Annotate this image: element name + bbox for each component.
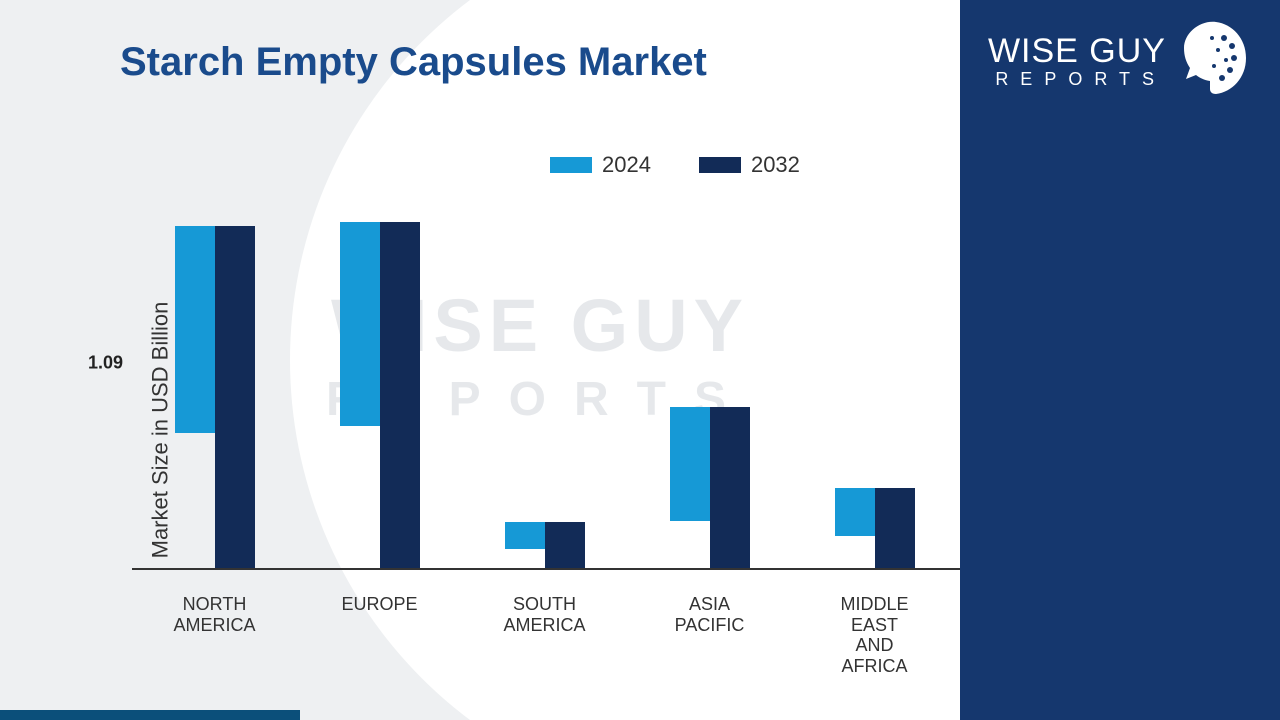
bar xyxy=(835,488,875,536)
legend-swatch xyxy=(550,157,592,173)
bar-group xyxy=(297,222,462,568)
bar xyxy=(710,407,750,569)
bar xyxy=(545,522,585,568)
bar xyxy=(875,488,915,568)
legend: 2024 2032 xyxy=(550,152,800,178)
category-label: EUROPE xyxy=(297,594,462,615)
category-label: NORTHAMERICA xyxy=(132,594,297,635)
bar-group xyxy=(627,407,792,569)
legend-item: 2024 xyxy=(550,152,651,178)
brand-logo: WISE GUY REPORTS xyxy=(988,20,1252,102)
legend-label: 2024 xyxy=(602,152,651,178)
category-label: ASIAPACIFIC xyxy=(627,594,792,635)
category-label: MIDDLEEASTANDAFRICA xyxy=(792,594,957,677)
bar xyxy=(340,222,380,425)
logo-line1: WISE GUY xyxy=(988,34,1166,68)
bar xyxy=(175,226,215,433)
category-label: SOUTHAMERICA xyxy=(462,594,627,635)
bar-group xyxy=(462,522,627,568)
y-tick-label: 1.09 xyxy=(88,352,123,373)
bar-chart: Market Size in USD Billion 20242032 1.09… xyxy=(70,170,960,690)
logo-head-icon xyxy=(1174,20,1252,102)
chart-card: WISE GUY REPORTS Starch Empty Capsules M… xyxy=(0,0,1280,720)
legend-swatch xyxy=(699,157,741,173)
legend-item: 2032 xyxy=(699,152,800,178)
bar xyxy=(505,522,545,549)
bar-group xyxy=(132,226,297,568)
plot-area: 1.091.09NORTHAMERICAEUROPESOUTHAMERICAAS… xyxy=(132,190,960,570)
bottom-accent-bar xyxy=(0,710,300,720)
chart-title: Starch Empty Capsules Market xyxy=(120,40,707,85)
bar-group xyxy=(792,488,957,568)
legend-label: 2032 xyxy=(751,152,800,178)
bar xyxy=(670,407,710,521)
bar xyxy=(215,226,255,568)
right-band xyxy=(960,0,1280,720)
logo-line2: REPORTS xyxy=(988,70,1166,88)
bar xyxy=(380,222,420,568)
